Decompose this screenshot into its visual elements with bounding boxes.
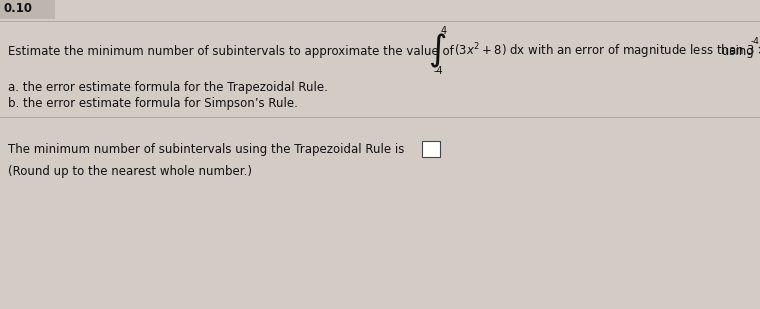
- FancyBboxPatch shape: [0, 0, 55, 19]
- Text: -4: -4: [751, 36, 760, 45]
- Text: b. the error estimate formula for Simpson’s Rule.: b. the error estimate formula for Simpso…: [8, 98, 298, 111]
- Text: Estimate the minimum number of subintervals to approximate the value of: Estimate the minimum number of subinterv…: [8, 44, 454, 57]
- Text: The minimum number of subintervals using the Trapezoidal Rule is: The minimum number of subintervals using…: [8, 142, 404, 155]
- Text: (Round up to the nearest whole number.): (Round up to the nearest whole number.): [8, 164, 252, 177]
- Text: $(3x^2+8)$ dx with an error of magnitude less than $3\times10$: $(3x^2+8)$ dx with an error of magnitude…: [454, 41, 760, 61]
- FancyBboxPatch shape: [422, 141, 440, 157]
- Text: 0.10: 0.10: [4, 2, 33, 15]
- Text: using: using: [718, 44, 754, 57]
- Text: 4: 4: [441, 26, 447, 36]
- Text: a. the error estimate formula for the Trapezoidal Rule.: a. the error estimate formula for the Tr…: [8, 81, 328, 94]
- Text: -4: -4: [434, 66, 444, 76]
- Text: $\int$: $\int$: [428, 32, 446, 70]
